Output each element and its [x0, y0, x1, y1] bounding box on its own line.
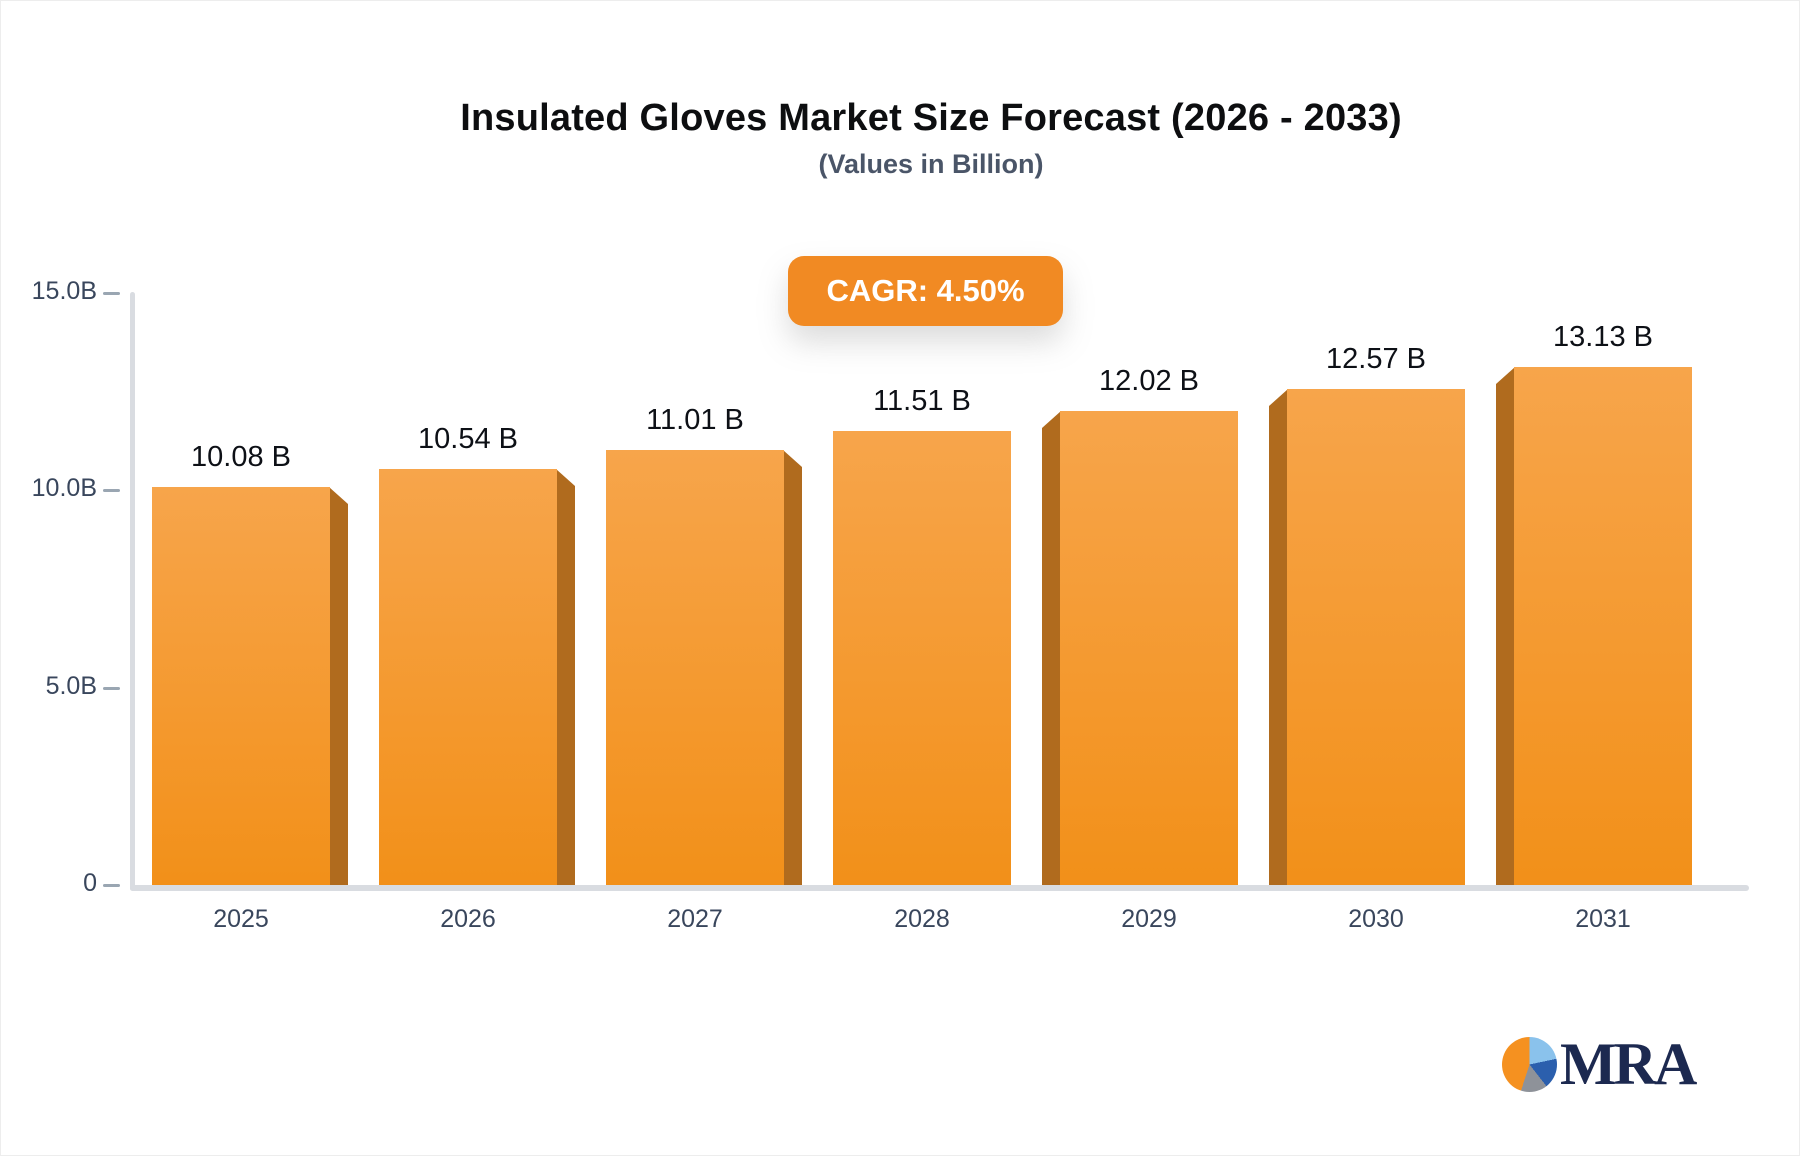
bar-2028: [833, 431, 1011, 885]
bar-value-label: 10.54 B: [418, 423, 518, 455]
y-axis-tick-label: 0: [83, 869, 97, 897]
bar-2029: [1060, 411, 1238, 885]
bar-2031: [1514, 367, 1692, 885]
x-axis-tick-label: 2029: [1121, 905, 1177, 933]
cagr-badge: CAGR: 4.50%: [788, 256, 1063, 326]
y-axis-tick-label: 15.0B: [31, 277, 97, 305]
y-axis-tick-label: 5.0B: [45, 671, 97, 700]
bar-3d-side-2026: [556, 469, 575, 885]
bar-3d-side-2029: [1042, 411, 1061, 885]
x-axis-tick-label: 2031: [1575, 905, 1631, 933]
bar-value-label: 13.13 B: [1553, 321, 1653, 353]
y-axis-tick-mark: [103, 292, 120, 295]
y-axis-tick-mark: [103, 884, 120, 887]
bar-value-label: 11.01 B: [646, 404, 744, 436]
y-axis-tick-mark: [103, 489, 120, 493]
cagr-badge-label: CAGR: 4.50%: [826, 273, 1025, 308]
bar-3d-side-2030: [1269, 389, 1288, 885]
pie-chart-logo-icon: [1502, 1037, 1557, 1092]
chart-subtitle: (Values in Billion): [818, 149, 1044, 179]
x-axis-tick-label: 2026: [440, 905, 496, 933]
x-axis-baseline: [130, 885, 1749, 891]
y-axis-tick-label: 10.0B: [31, 474, 97, 503]
bar-2027: [606, 450, 784, 885]
y-axis-tick-mark: [103, 686, 120, 690]
bar-2025: [152, 487, 330, 885]
bar-value-label: 12.02 B: [1099, 365, 1199, 397]
mra-logo: MRA: [1502, 1031, 1697, 1097]
bar-2030: [1287, 389, 1465, 885]
x-axis-tick-label: 2030: [1348, 905, 1404, 933]
bar-value-label: 12.57 B: [1326, 343, 1426, 375]
bar-2026: [379, 469, 557, 885]
bar-3d-side-2027: [783, 450, 802, 885]
bar-value-label: 10.08 B: [191, 441, 291, 473]
bar-3d-side-2025: [329, 487, 348, 885]
bar-3d-side-2031: [1496, 367, 1515, 885]
bar-value-label: 11.51 B: [873, 385, 971, 417]
x-axis-tick-label: 2028: [894, 905, 950, 933]
chart-title: Insulated Gloves Market Size Forecast (2…: [460, 97, 1402, 139]
y-axis-line: [130, 292, 135, 891]
logo-text: MRA: [1560, 1031, 1697, 1097]
x-axis-tick-label: 2025: [213, 905, 269, 933]
x-axis-tick-label: 2027: [667, 905, 723, 933]
